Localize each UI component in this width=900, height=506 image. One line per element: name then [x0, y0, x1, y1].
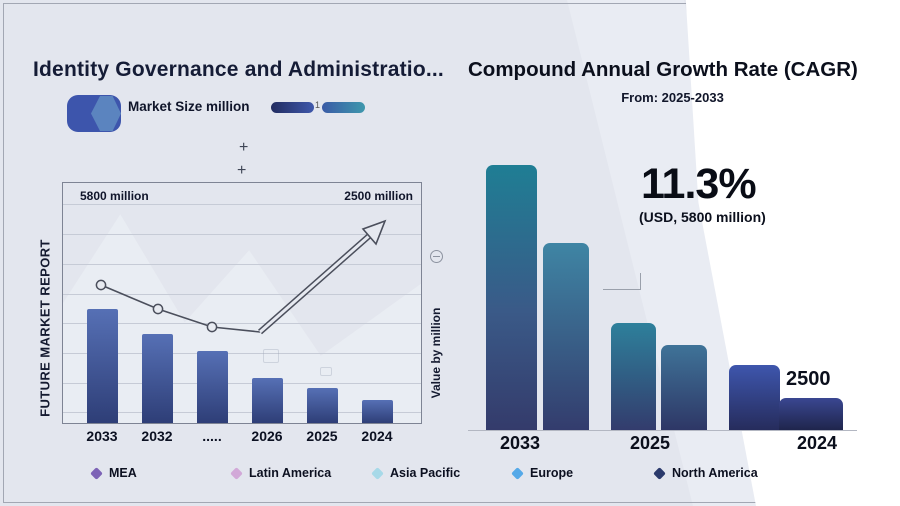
legend-item-europe: Europe	[511, 466, 574, 480]
x-label-2026: 2026	[251, 428, 283, 444]
gridline	[63, 412, 421, 413]
bar-2024	[362, 400, 393, 423]
x-label-skipped: .....	[202, 428, 222, 444]
cagr-bar-2024-b	[779, 398, 843, 430]
legend-diamond-icon	[653, 466, 666, 480]
legend-label: Asia Pacific	[390, 466, 461, 480]
x-label-2024: 2024	[796, 433, 838, 453]
legend-label: MEA	[109, 466, 137, 480]
brand-logo-icon	[67, 95, 121, 132]
cagr-bar-group	[486, 165, 843, 430]
step-line-decoration	[640, 273, 641, 290]
gridline	[63, 323, 421, 324]
bar-2033	[87, 309, 118, 423]
max-value-annotation: 5800 million	[80, 189, 149, 203]
cagr-period-subtitle: From: 2025-2033	[621, 90, 724, 105]
gridline	[63, 234, 421, 235]
market-size-label: Market Size million	[128, 99, 250, 114]
market-size-chart: 5800 million 2500 million	[62, 182, 422, 424]
plus-icon: +	[237, 162, 247, 179]
legend-diamond-icon	[230, 466, 243, 480]
value-callout-2500: 2500	[786, 368, 831, 390]
left-chart-title: Identity Governance and Administratio...	[33, 58, 444, 81]
cagr-value: 11.3%	[641, 160, 757, 208]
minus-circle-icon	[430, 250, 443, 263]
gridline	[63, 383, 421, 384]
x-axis-line	[468, 430, 857, 431]
x-label-2024: 2024	[361, 428, 393, 444]
x-label-2025: 2025	[306, 428, 338, 444]
step-line-decoration	[603, 289, 641, 290]
legend-label: Europe	[530, 466, 574, 480]
gridline	[63, 264, 421, 265]
trend-line-arrow-icon	[95, 219, 387, 335]
bar-2026	[252, 378, 283, 423]
legend-item-mea: MEA	[90, 466, 137, 480]
legend-label: Latin America	[249, 466, 332, 480]
cagr-bar-2033-b	[543, 243, 589, 430]
bar-skipped-years	[197, 351, 228, 423]
cagr-bar-2025-b	[661, 345, 707, 430]
legend-item-north-america: North America	[653, 466, 758, 480]
x-label-2033: 2033	[499, 433, 541, 453]
min-value-annotation: 2500 million	[344, 189, 413, 203]
legend-diamond-icon	[90, 466, 103, 480]
legend-diamond-icon	[511, 466, 524, 480]
bar-2025	[307, 388, 338, 423]
legend-diamond-icon	[371, 466, 384, 480]
minus-dash	[433, 255, 440, 257]
document-watermark-icon	[263, 349, 279, 363]
x-label-2033: 2033	[86, 428, 118, 444]
legend-item-asia-pacific: Asia Pacific	[371, 466, 461, 480]
plus-icon: +	[239, 139, 249, 156]
cagr-bar-2025-a	[611, 323, 656, 430]
document-watermark-icon	[320, 367, 332, 376]
cagr-usd-note: (USD, 5800 million)	[639, 209, 766, 225]
bar-2032	[142, 334, 173, 423]
gridline	[63, 204, 421, 205]
legend-item-latin-america: Latin America	[230, 466, 332, 480]
legend-label: North America	[672, 466, 758, 480]
cagr-bar-2033-a	[486, 165, 537, 430]
cagr-bar-2024-a	[729, 365, 780, 430]
x-label-2032: 2032	[141, 428, 173, 444]
cagr-title: Compound Annual Growth Rate (CAGR)	[468, 58, 858, 81]
gradient-pill-icon-right	[322, 102, 365, 113]
x-label-2025: 2025	[629, 433, 671, 453]
gridline	[63, 353, 421, 354]
pill-separator-text: 1	[315, 100, 321, 110]
gradient-pill-icon-left	[271, 102, 314, 113]
gridline	[63, 294, 421, 295]
